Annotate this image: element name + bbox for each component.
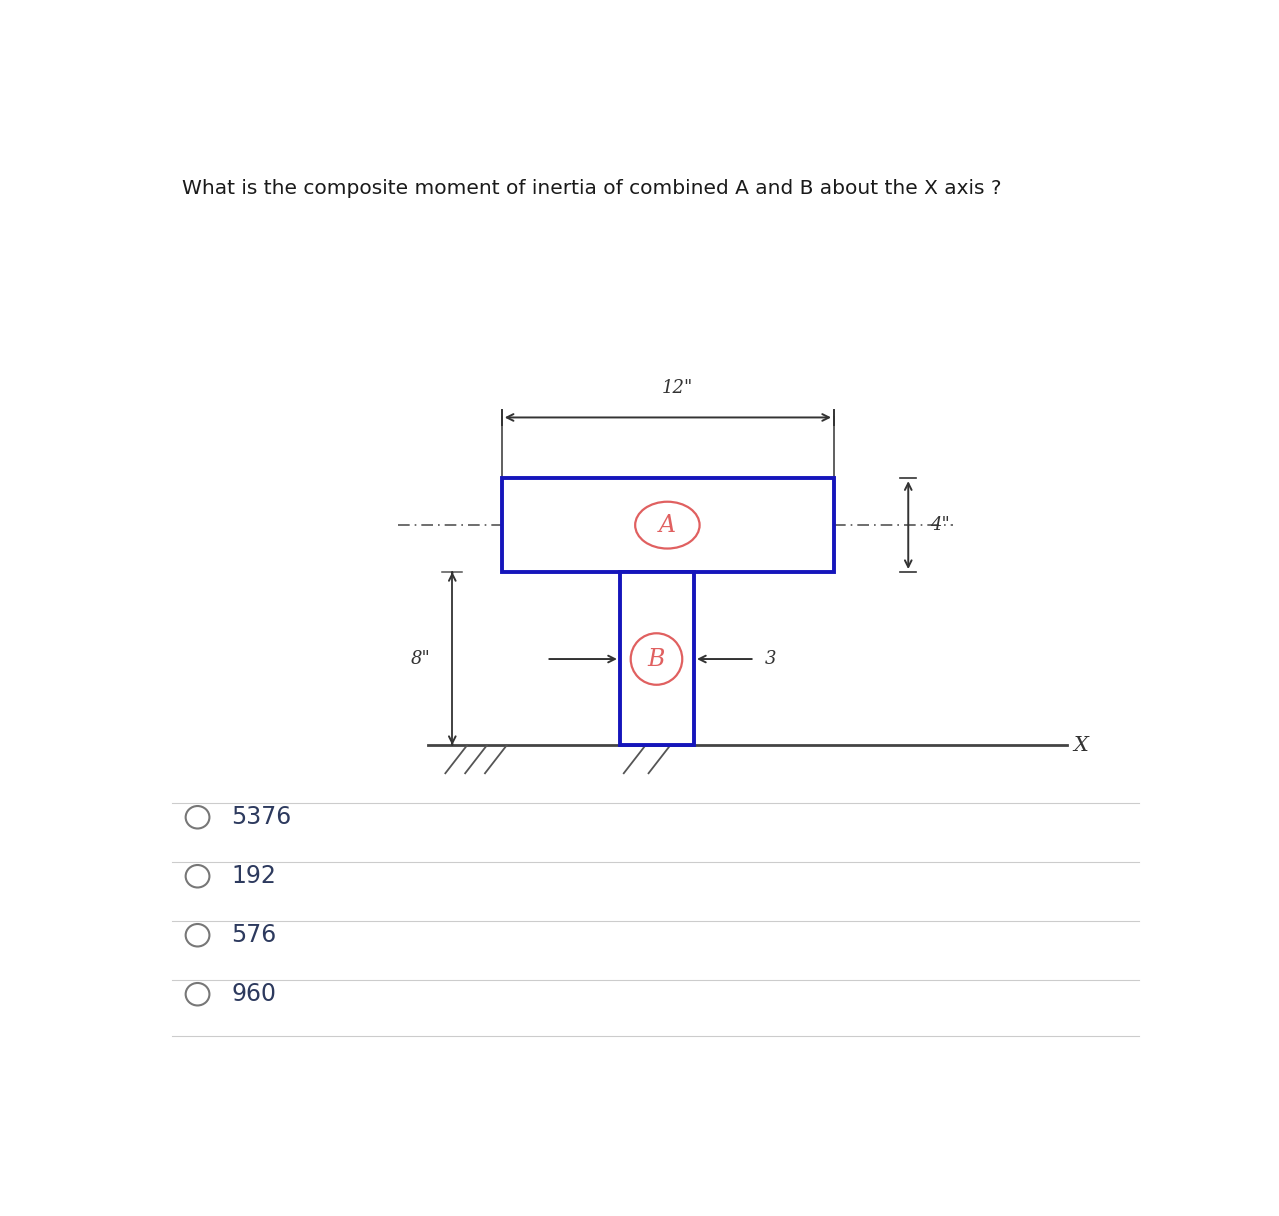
Text: 192: 192 — [231, 865, 276, 888]
Text: 576: 576 — [231, 923, 276, 947]
Text: 5376: 5376 — [231, 805, 292, 829]
Circle shape — [185, 806, 210, 828]
Circle shape — [185, 865, 210, 888]
Text: X: X — [1074, 736, 1088, 755]
Text: What is the composite moment of inertia of combined A and B about the X axis ?: What is the composite moment of inertia … — [182, 179, 1001, 198]
Text: A: A — [659, 513, 675, 536]
Text: 12": 12" — [663, 379, 693, 396]
Text: 3: 3 — [765, 651, 776, 668]
Text: 8": 8" — [411, 649, 431, 668]
Bar — [620, 572, 694, 745]
Text: 960: 960 — [231, 983, 276, 1006]
Circle shape — [185, 983, 210, 1006]
Text: B: B — [647, 648, 665, 670]
Text: 4": 4" — [930, 516, 950, 534]
Bar — [501, 478, 834, 572]
Circle shape — [185, 924, 210, 946]
